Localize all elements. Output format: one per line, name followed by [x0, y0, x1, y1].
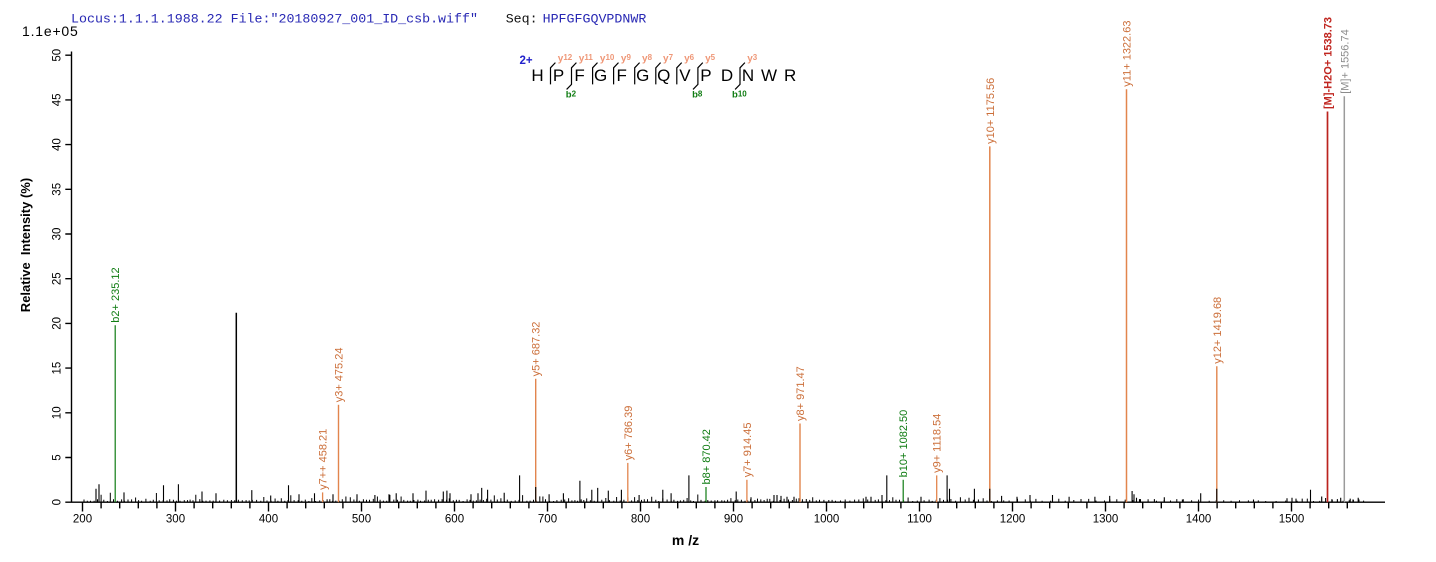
svg-text:HPFGFGQVPDNWR: HPFGFGQVPDNWR	[543, 12, 647, 27]
svg-text:y5: y5	[705, 53, 716, 65]
svg-text:N: N	[742, 66, 754, 85]
svg-text:W: W	[761, 66, 777, 85]
svg-text:900: 900	[724, 514, 743, 526]
svg-text:Relative Intensity (%): Relative Intensity (%)	[18, 178, 33, 312]
svg-text:20: 20	[52, 317, 64, 330]
svg-text:m /z: m /z	[672, 532, 699, 548]
svg-text:50: 50	[52, 49, 64, 62]
svg-text:y10: y10	[600, 53, 615, 65]
svg-text:800: 800	[631, 514, 650, 526]
svg-text:1200: 1200	[1000, 514, 1026, 526]
svg-text:y3: y3	[747, 53, 758, 65]
svg-text:2+: 2+	[520, 55, 533, 67]
svg-text:b2: b2	[566, 90, 577, 101]
svg-text:y6+ 786.39: y6+ 786.39	[623, 406, 635, 461]
svg-text:1100: 1100	[907, 514, 932, 526]
svg-text:500: 500	[352, 514, 371, 526]
svg-text:35: 35	[52, 183, 64, 196]
svg-text:y3+ 475.24: y3+ 475.24	[334, 348, 346, 403]
svg-text:y8: y8	[642, 53, 653, 65]
svg-text:F: F	[617, 66, 627, 85]
svg-text:[M]+ 1556.74: [M]+ 1556.74	[1339, 29, 1351, 94]
svg-text:y11: y11	[579, 53, 594, 65]
svg-text:y9+ 1118.54: y9+ 1118.54	[932, 414, 944, 473]
svg-text:[M]-H2O+ 1538.73: [M]-H2O+ 1538.73	[1323, 17, 1335, 109]
svg-text:P: P	[700, 66, 711, 85]
svg-text:10: 10	[52, 406, 64, 419]
svg-text:300: 300	[166, 514, 185, 526]
svg-text:700: 700	[538, 514, 557, 526]
svg-text:R: R	[784, 66, 796, 85]
svg-text:V: V	[679, 66, 691, 85]
svg-text:y7++ 458.21: y7++ 458.21	[318, 429, 330, 490]
svg-text:y8+ 971.47: y8+ 971.47	[795, 366, 807, 421]
svg-text:1500: 1500	[1279, 514, 1305, 526]
svg-text:1400: 1400	[1186, 514, 1212, 526]
svg-text:15: 15	[52, 362, 64, 375]
svg-text:1000: 1000	[814, 514, 840, 526]
svg-text:600: 600	[445, 514, 464, 526]
svg-text:D: D	[721, 66, 733, 85]
svg-text:Seq:: Seq:	[506, 12, 538, 27]
svg-text:F: F	[574, 66, 584, 85]
svg-text:b2+ 235.12: b2+ 235.12	[110, 267, 122, 322]
svg-text:b10: b10	[732, 90, 747, 101]
svg-text:y9: y9	[621, 53, 632, 65]
svg-text:G: G	[594, 66, 607, 85]
svg-text:y7+ 914.45: y7+ 914.45	[742, 423, 754, 478]
svg-text:y12+ 1419.68: y12+ 1419.68	[1212, 297, 1224, 364]
svg-text:30: 30	[52, 228, 64, 241]
svg-text:25: 25	[52, 272, 64, 285]
svg-text:y11+ 1322.63: y11+ 1322.63	[1122, 21, 1134, 87]
svg-text:y12: y12	[558, 53, 573, 65]
svg-text:b10+ 1082.50: b10+ 1082.50	[898, 410, 910, 478]
svg-text:y7: y7	[663, 53, 674, 65]
svg-text:40: 40	[52, 138, 64, 151]
svg-text:P: P	[553, 66, 564, 85]
svg-text:y6: y6	[684, 53, 695, 65]
svg-text:y10+ 1175.56: y10+ 1175.56	[985, 78, 997, 144]
svg-text:Locus:1.1.1.1988.22 File:"2018: Locus:1.1.1.1988.22 File:"20180927_001_I…	[71, 12, 478, 27]
svg-text:45: 45	[52, 94, 64, 107]
svg-text:0: 0	[52, 499, 64, 505]
svg-text:G: G	[636, 66, 649, 85]
svg-text:b8: b8	[692, 90, 703, 101]
svg-text:H: H	[531, 66, 543, 85]
svg-text:200: 200	[73, 514, 92, 526]
svg-text:5: 5	[52, 454, 64, 460]
svg-text:Q: Q	[657, 66, 670, 85]
svg-text:1300: 1300	[1093, 514, 1119, 526]
svg-text:400: 400	[259, 514, 278, 526]
svg-text:y5+ 687.32: y5+ 687.32	[531, 322, 543, 377]
svg-text:1.1e+05: 1.1e+05	[22, 23, 79, 39]
svg-text:b8+ 870.42: b8+ 870.42	[701, 429, 713, 484]
